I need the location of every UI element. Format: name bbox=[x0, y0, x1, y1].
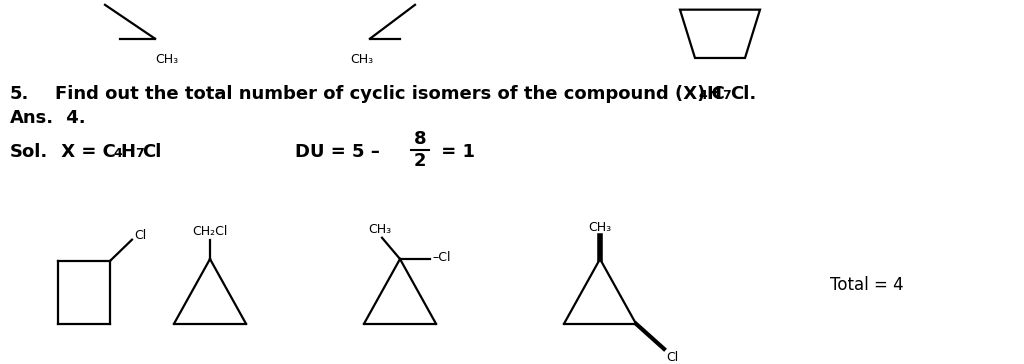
Text: 2: 2 bbox=[414, 152, 426, 170]
Text: 4.: 4. bbox=[60, 109, 86, 127]
Text: 5.: 5. bbox=[10, 85, 30, 103]
Text: H: H bbox=[120, 143, 135, 161]
Text: –Cl: –Cl bbox=[432, 250, 451, 264]
Text: X = C: X = C bbox=[55, 143, 116, 161]
Text: Ans.: Ans. bbox=[10, 109, 54, 127]
Text: 8: 8 bbox=[414, 130, 426, 148]
Text: = 1: = 1 bbox=[435, 143, 475, 161]
Text: Total = 4: Total = 4 bbox=[830, 276, 903, 294]
Text: Cl: Cl bbox=[666, 351, 678, 364]
Text: DU = 5 –: DU = 5 – bbox=[295, 143, 386, 161]
Text: CH₃: CH₃ bbox=[369, 223, 391, 236]
Text: CH₃: CH₃ bbox=[589, 221, 611, 234]
Text: H: H bbox=[706, 85, 721, 103]
Text: CH₃: CH₃ bbox=[155, 53, 178, 66]
Text: Cl: Cl bbox=[142, 143, 162, 161]
Text: 7: 7 bbox=[135, 147, 143, 160]
Text: Cl.: Cl. bbox=[730, 85, 757, 103]
Text: Sol.: Sol. bbox=[10, 143, 48, 161]
Text: CH₃: CH₃ bbox=[350, 53, 373, 66]
Text: 7: 7 bbox=[722, 89, 731, 102]
Text: 4: 4 bbox=[698, 89, 707, 102]
Text: Cl: Cl bbox=[134, 229, 146, 242]
Text: 4: 4 bbox=[113, 147, 122, 160]
Text: Find out the total number of cyclic isomers of the compound (X) C: Find out the total number of cyclic isom… bbox=[30, 85, 725, 103]
Text: CH₂Cl: CH₂Cl bbox=[193, 225, 227, 238]
